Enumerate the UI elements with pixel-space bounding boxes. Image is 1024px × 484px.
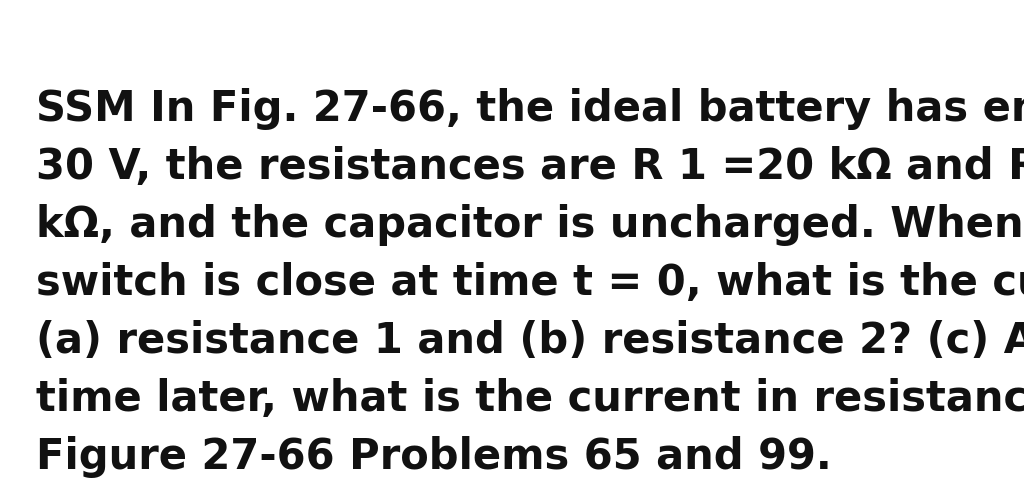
- Text: kΩ, and the capacitor is uncharged. When the: kΩ, and the capacitor is uncharged. When…: [36, 204, 1024, 245]
- Text: Figure 27-66 Problems 65 and 99.: Figure 27-66 Problems 65 and 99.: [36, 435, 831, 477]
- Text: (a) resistance 1 and (b) resistance 2? (c) A long: (a) resistance 1 and (b) resistance 2? (…: [36, 319, 1024, 361]
- Text: switch is close at time t = 0, what is the current in: switch is close at time t = 0, what is t…: [36, 261, 1024, 303]
- Text: 30 V, the resistances are R 1 =20 kΩ and R 2 = 10: 30 V, the resistances are R 1 =20 kΩ and…: [36, 146, 1024, 188]
- Text: time later, what is the current in resistance 2?: time later, what is the current in resis…: [36, 377, 1024, 419]
- Text: SSM In Fig. 27-66, the ideal battery has emf ℰ =: SSM In Fig. 27-66, the ideal battery has…: [36, 88, 1024, 130]
